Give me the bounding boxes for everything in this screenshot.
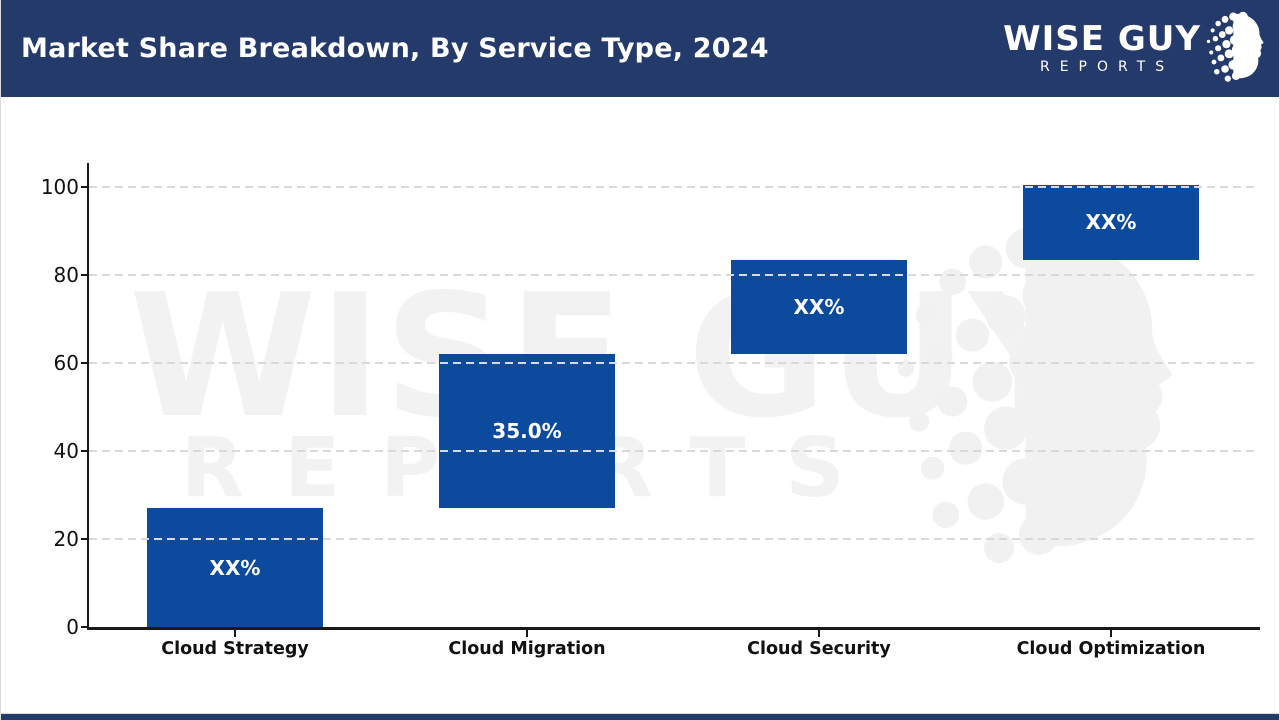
x-category-label-cloud-security: Cloud Security xyxy=(747,639,891,659)
x-tick-mark-cloud-migration xyxy=(526,630,528,637)
gridline-80 xyxy=(89,274,1257,276)
gridline-60 xyxy=(89,362,1257,364)
y-tick-label-20: 20 xyxy=(53,527,79,551)
x-category-label-cloud-strategy: Cloud Strategy xyxy=(161,639,309,659)
logo-brand-subtitle: REPORTS xyxy=(1039,58,1175,75)
y-tick-mark-20 xyxy=(81,538,89,540)
wiseguy-face-icon xyxy=(1206,11,1264,82)
x-category-label-cloud-migration: Cloud Migration xyxy=(448,639,606,659)
bar-value-label-cloud-security: XX% xyxy=(793,294,845,319)
wiseguy-logo: WISE GUY REPORTS xyxy=(1003,10,1265,88)
bar-cloud-optimization: XX% xyxy=(1023,184,1199,260)
x-tick-mark-cloud-optimization xyxy=(1110,630,1112,637)
x-tick-mark-cloud-strategy xyxy=(234,630,236,637)
header-bar: Market Share Breakdown, By Service Type,… xyxy=(1,0,1279,97)
gridline-100 xyxy=(89,186,1257,188)
y-tick-label-40: 40 xyxy=(53,439,79,463)
x-category-label-cloud-optimization: Cloud Optimization xyxy=(1016,639,1206,659)
y-tick-mark-40 xyxy=(81,450,89,452)
gridline-40 xyxy=(89,450,1257,452)
x-axis-line xyxy=(87,627,1260,630)
bar-cloud-migration: 35.0% xyxy=(439,354,615,509)
bar-cloud-strategy: XX% xyxy=(147,508,323,627)
bar-value-label-cloud-migration: 35.0% xyxy=(492,419,562,444)
x-tick-mark-cloud-security xyxy=(818,630,820,637)
chart-title: Market Share Breakdown, By Service Type,… xyxy=(21,33,769,64)
bar-value-label-cloud-optimization: XX% xyxy=(1085,210,1137,235)
wiseguy-logo-text: WISE GUY REPORTS xyxy=(1003,19,1201,75)
bar-value-label-cloud-strategy: XX% xyxy=(209,555,261,580)
y-axis-line xyxy=(87,163,89,630)
y-tick-mark-80 xyxy=(81,274,89,276)
gridline-20 xyxy=(89,538,1257,540)
y-tick-mark-0 xyxy=(81,626,89,628)
logo-brand-name: WISE GUY xyxy=(1003,19,1201,60)
y-tick-mark-60 xyxy=(81,362,89,364)
y-tick-label-80: 80 xyxy=(53,263,79,287)
frame-bottom-rule xyxy=(1,713,1279,714)
y-tick-label-100: 100 xyxy=(40,175,79,199)
y-tick-label-60: 60 xyxy=(53,351,79,375)
plot-area: 0 20 40 60 80 100 XX% Cloud Strategy 35.0% Cloud … xyxy=(1,97,1279,714)
footer-accent-bar xyxy=(1,714,1279,720)
y-tick-mark-100 xyxy=(81,186,89,188)
y-tick-label-0: 0 xyxy=(66,615,79,639)
